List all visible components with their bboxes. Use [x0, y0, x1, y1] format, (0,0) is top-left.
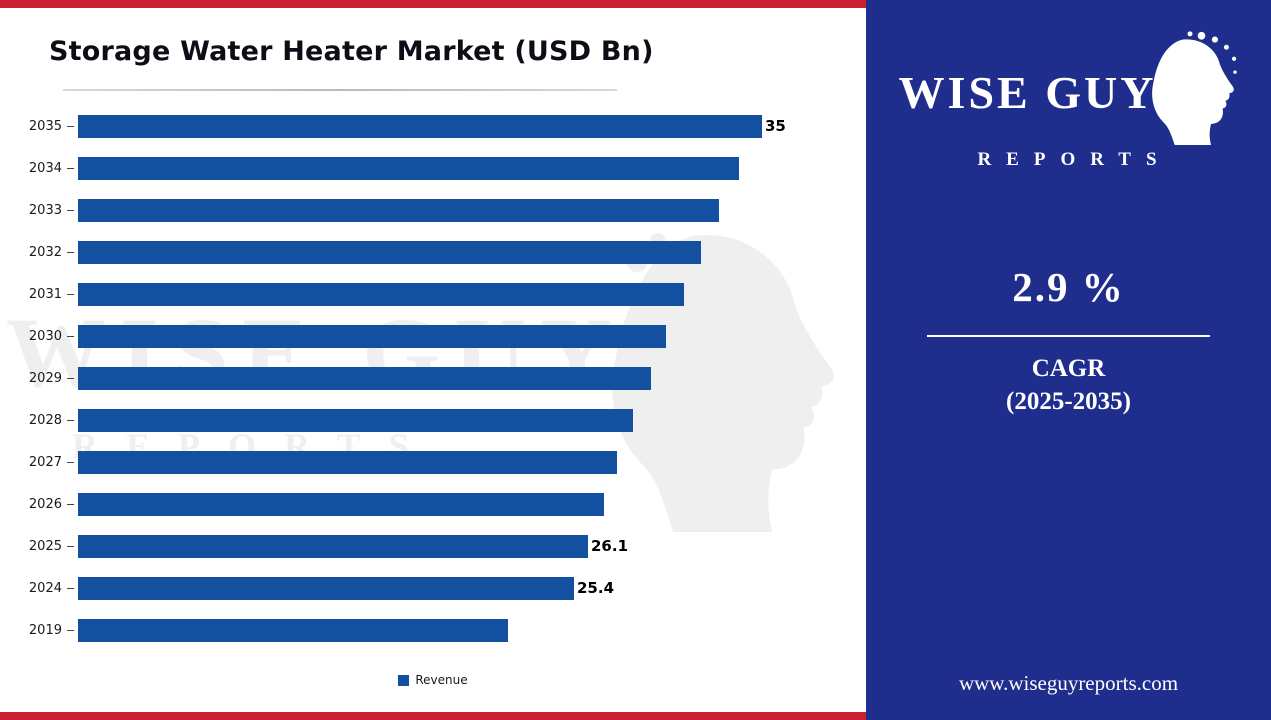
axis-tick	[67, 125, 74, 127]
revenue-bar-2027	[78, 450, 617, 474]
bar-row-2019: 2019	[0, 609, 866, 651]
bar-value-label-2025: 26.1	[591, 537, 629, 555]
bar-row-2025: 2025 26.1	[0, 525, 866, 567]
top-accent-strip	[0, 0, 866, 8]
axis-tick	[67, 335, 74, 337]
revenue-bar-2019	[78, 618, 508, 642]
y-axis-label-2027: 2027	[28, 454, 62, 470]
bar-row-2030: 2030	[0, 315, 866, 357]
y-axis-label-2019: 2019	[28, 622, 62, 638]
y-axis-label-2024: 2024	[28, 580, 62, 596]
wiseguy-logo: WISE GUY REPORTS	[866, 0, 1271, 171]
revenue-bar-2025	[78, 534, 588, 558]
chart-legend: Revenue	[398, 673, 468, 687]
cagr-period: (2025-2035)	[1006, 387, 1131, 415]
brand-panel: WISE GUY REPORTS 2.9 % CAGR (2025-2035) …	[866, 0, 1271, 720]
logo-reports-text: REPORTS	[977, 149, 1172, 170]
axis-tick	[67, 461, 74, 463]
y-axis-label-2034: 2034	[28, 160, 62, 176]
axis-tick	[67, 377, 74, 379]
bar-row-2029: 2029	[0, 357, 866, 399]
axis-tick	[67, 503, 74, 505]
y-axis-label-2025: 2025	[28, 538, 62, 554]
y-axis-label-2029: 2029	[28, 370, 62, 386]
bar-row-2026: 2026	[0, 483, 866, 525]
logo-wordmark: WISE GUY	[898, 67, 1157, 118]
title-underline	[63, 89, 617, 91]
axis-tick	[67, 629, 74, 631]
revenue-bar-2031	[78, 282, 684, 306]
bar-row-2031: 2031	[0, 273, 866, 315]
cagr-value: 2.9 %	[1012, 264, 1125, 310]
axis-tick	[67, 251, 74, 253]
bar-chart: 2035 35 2034 2033 2032 2031 2030 2029 2028 2027 20…	[0, 105, 866, 651]
revenue-bar-2034	[78, 156, 739, 180]
revenue-bar-2026	[78, 492, 604, 516]
chart-panel: WISE GUY REPORTS Storage Water Heater Ma…	[0, 0, 866, 720]
bar-row-2033: 2033	[0, 189, 866, 231]
bar-row-2024: 2024 25.4	[0, 567, 866, 609]
bar-row-2032: 2032	[0, 231, 866, 273]
axis-tick	[67, 167, 74, 169]
y-axis-label-2032: 2032	[28, 244, 62, 260]
bar-row-2028: 2028	[0, 399, 866, 441]
bar-value-label-2024: 25.4	[577, 579, 615, 597]
revenue-bar-2032	[78, 240, 701, 264]
axis-tick	[67, 587, 74, 589]
revenue-bar-2030	[78, 324, 666, 348]
revenue-bar-2035	[78, 114, 762, 138]
y-axis-label-2030: 2030	[28, 328, 62, 344]
y-axis-label-2035: 2035	[28, 118, 62, 134]
axis-tick	[67, 419, 74, 421]
revenue-bar-2024	[78, 576, 574, 600]
cagr-divider	[927, 335, 1210, 337]
axis-tick	[67, 545, 74, 547]
bar-row-2034: 2034	[0, 147, 866, 189]
axis-tick	[67, 209, 74, 211]
revenue-bar-2028	[78, 408, 633, 432]
revenue-bar-2029	[78, 366, 651, 390]
revenue-bar-2033	[78, 198, 719, 222]
chart-title: Storage Water Heater Market (USD Bn)	[49, 36, 654, 67]
legend-swatch-revenue	[398, 674, 410, 686]
y-axis-label-2026: 2026	[28, 496, 62, 512]
bar-row-2035: 2035 35	[0, 105, 866, 147]
cagr-label: CAGR	[1031, 355, 1106, 382]
bar-value-label-2035: 35	[765, 117, 786, 135]
bottom-accent-strip	[0, 712, 866, 720]
logo-head-icon	[1152, 31, 1238, 145]
legend-label-revenue: Revenue	[415, 673, 468, 687]
y-axis-label-2033: 2033	[28, 202, 62, 218]
y-axis-label-2031: 2031	[28, 286, 62, 302]
bar-row-2027: 2027	[0, 441, 866, 483]
watermark-wiseguy-text: WISE GUY	[6, 297, 627, 408]
y-axis-label-2028: 2028	[28, 412, 62, 428]
website-link[interactable]: www.wiseguyreports.com	[958, 671, 1179, 695]
axis-tick	[67, 293, 74, 295]
